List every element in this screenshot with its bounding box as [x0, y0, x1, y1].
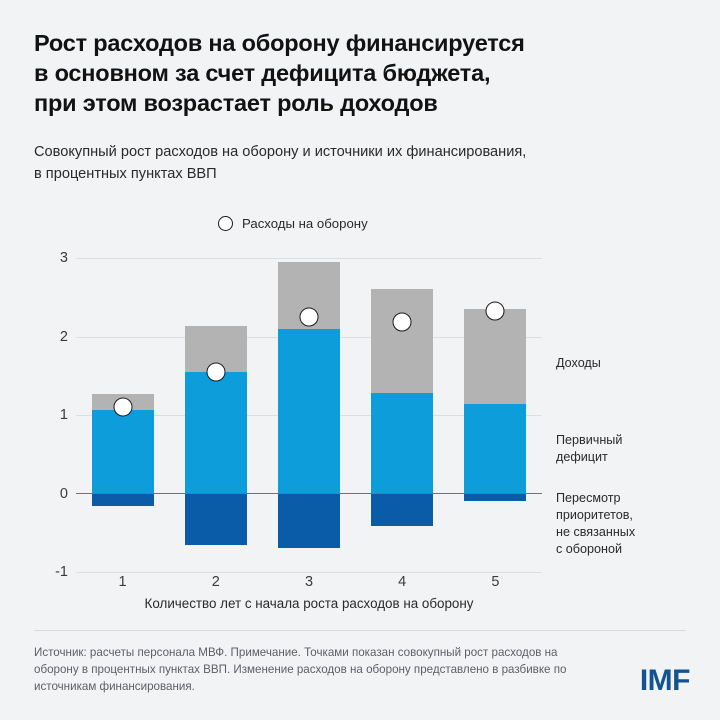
- x-axis-tick-3: 3: [304, 574, 314, 590]
- annotation-revenue-line-1: Доходы: [556, 356, 601, 370]
- y-axis-tick-2: 2: [59, 328, 68, 345]
- chart-subtitle: Совокупный рост расходов на оборону и ис…: [34, 142, 694, 186]
- marker-defense-spending-4[interactable]: [392, 312, 412, 332]
- annotation-non-defense-reprioritization-line-1: Пересмотр: [556, 491, 621, 505]
- annotation-non-defense-reprioritization-line-4: с обороной: [556, 541, 623, 556]
- y-axis-tick-3: 3: [59, 250, 68, 266]
- bar-segment-primary-deficit-5[interactable]: [464, 404, 527, 494]
- bar-segment-non-defense-reprioritization-1[interactable]: [91, 493, 154, 507]
- y-axis: 3 2 1 0 -1: [18, 250, 68, 580]
- x-axis-tick-1: 1: [118, 574, 127, 590]
- bar-group-1[interactable]: [91, 258, 154, 572]
- marker-defense-spending-5[interactable]: [485, 301, 505, 321]
- annotation-primary-deficit-line-1: Первичный: [556, 433, 623, 447]
- source-note: Источник: расчеты персонала МВФ. Примеча…: [34, 646, 567, 693]
- gridline-3: [76, 258, 542, 259]
- plot-area: [76, 258, 542, 573]
- open-circle-marker-icon: [218, 216, 233, 231]
- annotation-primary-deficit: Первичный дефицит: [556, 432, 706, 466]
- bar-segment-revenue-4[interactable]: [371, 289, 434, 393]
- title-line-2: в основном за счет дефицита бюджета,: [34, 60, 491, 87]
- marker-defense-spending-1[interactable]: [113, 397, 133, 417]
- y-axis-tick--1: -1: [55, 564, 68, 580]
- bar-segment-non-defense-reprioritization-2[interactable]: [184, 493, 247, 545]
- title-line-1: Рост расходов на оборону финансируется: [34, 30, 525, 56]
- bar-segment-primary-deficit-1[interactable]: [91, 410, 154, 494]
- bar-segment-non-defense-reprioritization-3[interactable]: [278, 493, 340, 548]
- bar-group-2[interactable]: [184, 258, 247, 572]
- footer-divider: [34, 630, 686, 631]
- annotation-non-defense-reprioritization-line-3: не связанных: [556, 524, 636, 539]
- legend-label-defense-spending: Расходы на оборону: [242, 216, 368, 231]
- annotation-revenue: Доходы: [556, 355, 706, 372]
- bar-segment-non-defense-reprioritization-5[interactable]: [464, 493, 527, 501]
- annotation-non-defense-reprioritization-line-2: приоритетов,: [556, 507, 633, 522]
- subtitle-line-1: Совокупный рост расходов на оборону и ис…: [34, 144, 527, 160]
- bar-segment-primary-deficit-4[interactable]: [371, 393, 434, 494]
- annotation-non-defense-reprioritization: Пересмотр приоритетов, не связанных с оборо…: [556, 490, 706, 558]
- x-axis-tick-5: 5: [491, 574, 500, 590]
- y-axis-tick-1: 1: [59, 407, 68, 423]
- gridline--1: [76, 572, 542, 573]
- marker-defense-spending-2[interactable]: [206, 362, 226, 382]
- marker-defense-spending-3[interactable]: [299, 307, 319, 327]
- y-axis-tick-0: 0: [59, 485, 68, 502]
- annotation-primary-deficit-line-2: дефицит: [556, 449, 608, 464]
- title-line-3: при этом возрастает роль доходов: [34, 90, 438, 117]
- bar-segment-revenue-5[interactable]: [464, 309, 527, 404]
- bar-segment-primary-deficit-2[interactable]: [184, 371, 247, 494]
- subtitle-line-2: в процентных пунктах ВВП: [34, 165, 217, 182]
- bar-group-3[interactable]: [278, 258, 340, 572]
- x-axis-title: Количество лет с начала роста расходов н…: [144, 596, 474, 611]
- bar-group-5[interactable]: [464, 258, 527, 572]
- bar-segment-non-defense-reprioritization-4[interactable]: [371, 493, 434, 527]
- chart-legend: Расходы на оборону: [218, 216, 368, 231]
- bar-segment-primary-deficit-3[interactable]: [278, 328, 340, 494]
- bar-group-4[interactable]: [371, 258, 434, 572]
- x-axis-tick-4: 4: [398, 574, 407, 590]
- imf-logo: IMF: [639, 664, 691, 697]
- page-title: Рост расходов на оборону финансируется в…: [34, 28, 674, 118]
- zero-line: [76, 492, 542, 495]
- x-axis-tick-2: 2: [211, 574, 220, 590]
